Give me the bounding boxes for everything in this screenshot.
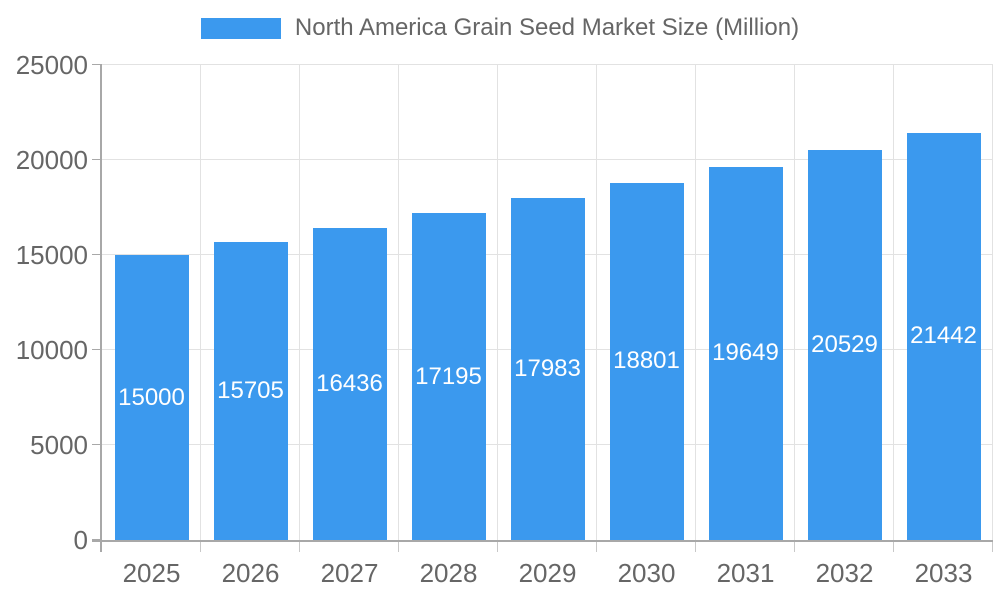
y-axis-tick-label: 20000 (15, 145, 88, 175)
bar (906, 132, 981, 540)
y-axis-line (100, 65, 102, 552)
gridline-vertical (794, 65, 795, 540)
bar (510, 198, 585, 540)
y-axis-tick-mark (92, 64, 102, 65)
y-axis-tick-label: 0 (73, 525, 88, 555)
gridline-horizontal (102, 159, 993, 160)
x-axis-tick-mark (794, 540, 795, 552)
chart-legend-item[interactable]: North America Grain Seed Market Size (Mi… (0, 14, 1000, 42)
gridline-vertical (992, 65, 993, 540)
y-axis-tick-label: 5000 (30, 430, 88, 460)
y-axis-tick-label: 15000 (15, 240, 88, 270)
gridline-vertical (497, 65, 498, 540)
gridline-vertical (893, 65, 894, 540)
x-axis-tick-mark (695, 540, 696, 552)
gridline-horizontal (102, 64, 993, 65)
y-axis-tick-label: 25000 (15, 50, 88, 80)
x-axis-tick-label: 2026 (221, 558, 280, 588)
y-axis-tick-mark (92, 159, 102, 160)
x-axis-tick-label: 2030 (617, 558, 676, 588)
bar-value-label: 15000 (118, 383, 185, 411)
bar (807, 149, 882, 540)
x-axis-tick-mark (200, 540, 201, 552)
x-axis-tick-mark (497, 540, 498, 552)
y-axis-tick-mark (92, 444, 102, 445)
bar (312, 227, 387, 540)
x-axis-tick-mark (299, 540, 300, 552)
y-axis-tick-mark (92, 254, 102, 255)
y-axis-tick-mark (92, 539, 102, 540)
bar (213, 241, 288, 540)
x-axis-tick-label: 2029 (518, 558, 577, 588)
bar (114, 255, 189, 540)
gridline-vertical (398, 65, 399, 540)
gridline-vertical (596, 65, 597, 540)
y-axis-tick-mark (92, 349, 102, 350)
gridline-vertical (695, 65, 696, 540)
bar (708, 166, 783, 540)
bar (609, 182, 684, 540)
gridline-vertical (299, 65, 300, 540)
bar-value-label: 19649 (712, 339, 779, 367)
x-axis-tick-label: 2031 (716, 558, 775, 588)
bar-value-label: 15705 (217, 376, 284, 404)
bar-value-label: 18801 (613, 347, 680, 375)
x-axis-tick-mark (596, 540, 597, 552)
gridline-vertical (200, 65, 201, 540)
x-axis-tick-label: 2032 (815, 558, 874, 588)
y-axis-tick-label: 10000 (15, 335, 88, 365)
x-axis-tick-label: 2025 (122, 558, 181, 588)
x-axis-tick-mark (398, 540, 399, 552)
bar-value-label: 17195 (415, 362, 482, 390)
x-axis-tick-mark (893, 540, 894, 552)
legend-label: North America Grain Seed Market Size (Mi… (294, 14, 800, 41)
bar-value-label: 20529 (811, 330, 878, 358)
x-axis-line (92, 540, 993, 542)
bar (411, 213, 486, 540)
x-axis-tick-label: 2033 (914, 558, 973, 588)
x-axis-tick-label: 2028 (419, 558, 478, 588)
bar-value-label: 17983 (514, 355, 581, 383)
legend-swatch-icon (200, 17, 281, 39)
bar-value-label: 21442 (910, 322, 977, 350)
bar-value-label: 16436 (316, 369, 383, 397)
x-axis-tick-label: 2027 (320, 558, 379, 588)
x-axis-tick-mark (992, 540, 993, 552)
